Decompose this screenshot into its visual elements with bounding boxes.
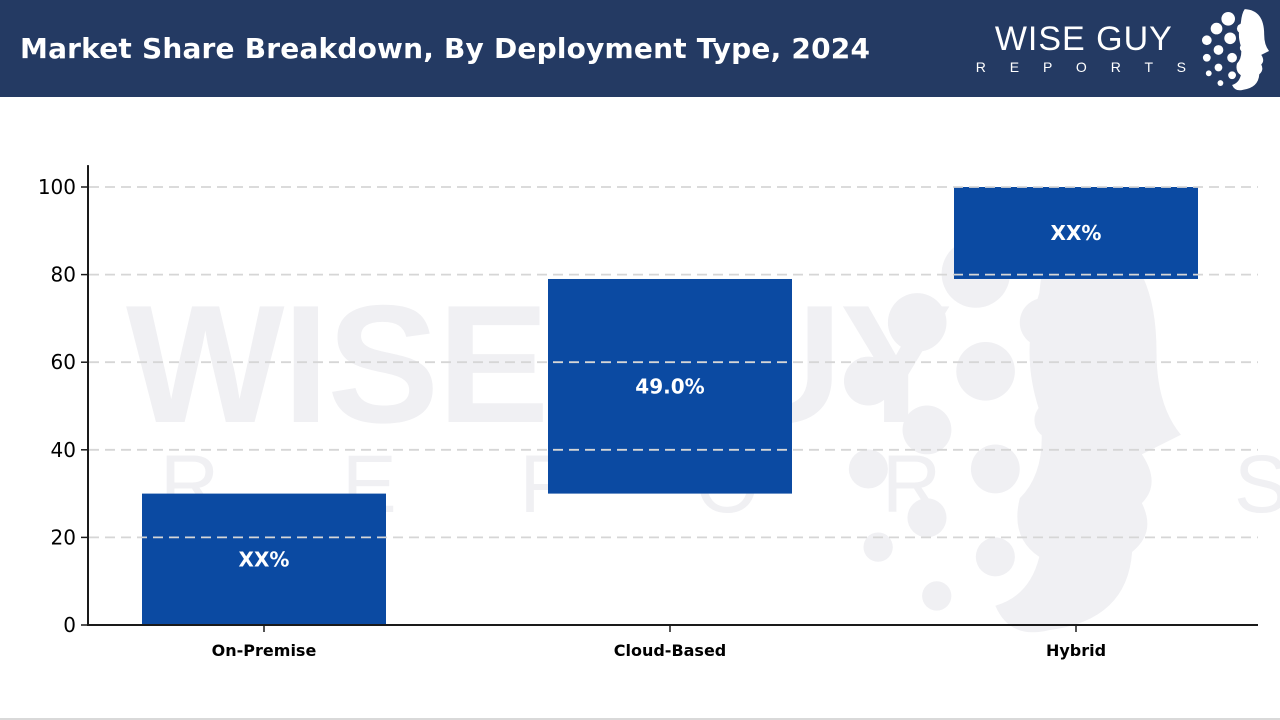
bar-value-label: 49.0% xyxy=(635,374,704,398)
y-tick-label: 60 xyxy=(51,350,76,374)
logo-face-icon xyxy=(1201,8,1270,90)
bottom-border xyxy=(0,718,1280,720)
bar-On-Premise xyxy=(142,493,386,625)
header: Market Share Breakdown, By Deployment Ty… xyxy=(0,0,1280,97)
bar-Cloud-Based xyxy=(548,278,792,494)
bar-value-label: XX% xyxy=(239,547,290,571)
y-tick-label: 100 xyxy=(38,175,76,199)
logo-subtext: R E P O R T S xyxy=(975,59,1196,75)
y-tick-label: 80 xyxy=(51,263,76,287)
wise-guy-logo: WISE GUY R E P O R T S xyxy=(972,7,1280,91)
page-title: Market Share Breakdown, By Deployment Ty… xyxy=(20,32,871,65)
category-label: Hybrid xyxy=(1046,641,1106,660)
y-tick-label: 0 xyxy=(63,613,76,637)
bar-value-label: XX% xyxy=(1051,221,1102,245)
category-label: On-Premise xyxy=(212,641,317,660)
category-label: Cloud-Based xyxy=(614,641,727,660)
logo-wordmark: WISE GUY xyxy=(994,20,1173,58)
logo-text: WISE GUY R E P O R T S xyxy=(972,22,1196,75)
y-tick-label: 20 xyxy=(51,525,76,549)
y-tick-label: 40 xyxy=(51,438,76,462)
